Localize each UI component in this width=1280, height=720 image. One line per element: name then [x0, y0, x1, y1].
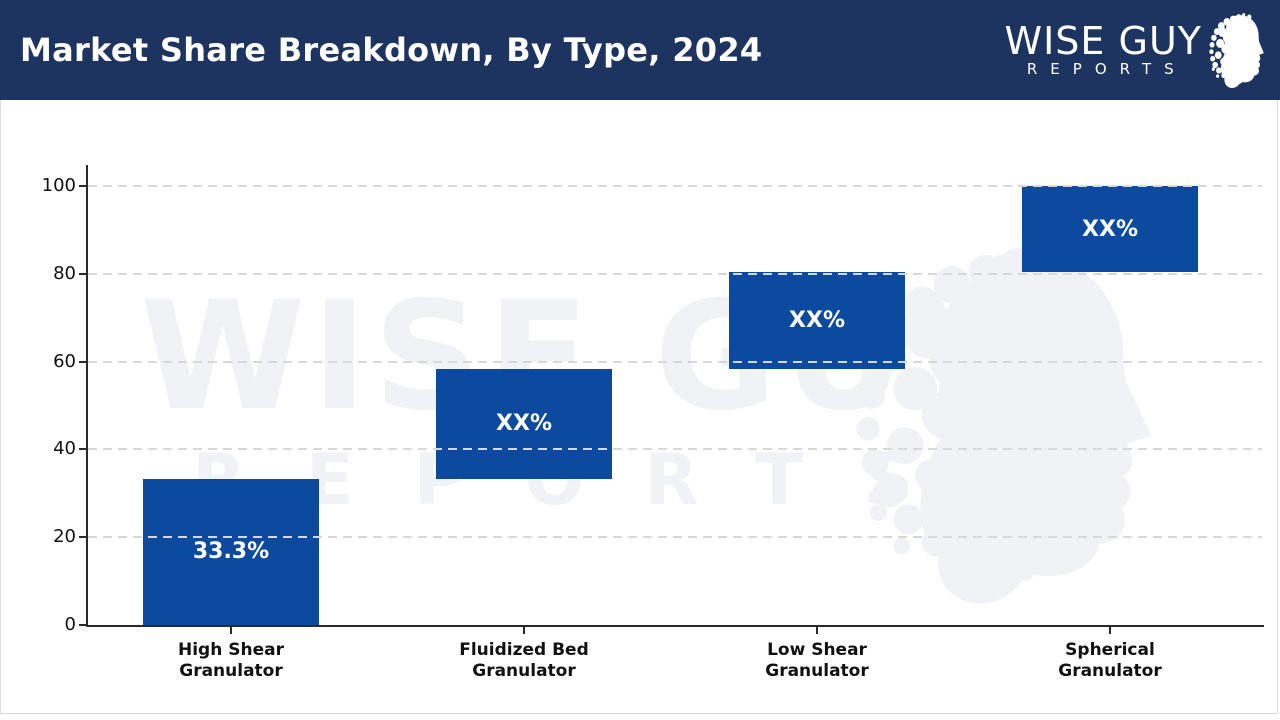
y-tick-mark [79, 185, 87, 187]
x-category-label: Low Shear Granulator [765, 640, 869, 681]
y-tick-mark [79, 360, 87, 363]
bar: XX% [436, 369, 612, 479]
y-tick-label: 40 [53, 438, 76, 460]
x-category-label: High Shear Granulator [178, 640, 284, 681]
header-bar: Market Share Breakdown, By Type, 2024 WI… [0, 0, 1280, 100]
bar-value-label: XX% [1082, 216, 1138, 242]
chart-area: WISE GUY REPORTS 0 20 40 60 80 100 33.3% XX% XX… [0, 100, 1280, 714]
x-tick-mark [523, 627, 525, 634]
y-axis-line [86, 165, 88, 627]
x-tick-mark [1109, 627, 1111, 634]
brand-logo-text: WISE GUY REPORTS [1004, 18, 1202, 79]
y-tick-mark [79, 624, 87, 626]
y-tick-label: 100 [41, 175, 76, 196]
gridline [88, 272, 1262, 275]
y-tick-mark [79, 536, 87, 539]
brand-tagline: REPORTS [1026, 60, 1187, 79]
gridline [88, 185, 1262, 187]
y-tick-label: 80 [53, 262, 76, 284]
brand-name: WISE GUY [1004, 18, 1202, 63]
y-tick-mark [79, 448, 87, 451]
bar: XX% [1022, 186, 1198, 273]
x-category-label: Spherical Granulator [1058, 640, 1162, 681]
gridline [88, 448, 1262, 451]
wiseguy-head-icon [1209, 13, 1264, 89]
bar-value-label: XX% [496, 411, 552, 437]
brand-logo: WISE GUY REPORTS [1005, 10, 1266, 90]
gridline [88, 360, 1262, 363]
bar: 33.3% [143, 478, 319, 625]
bar-value-label: 33.3% [192, 539, 270, 565]
bar-value-label: XX% [789, 308, 845, 334]
gridline [88, 536, 1262, 539]
y-tick-label: 0 [64, 614, 76, 635]
y-tick-mark [79, 272, 87, 275]
x-tick-mark [230, 627, 232, 634]
x-axis-line [86, 625, 1264, 627]
x-category-label: Fluidized Bed Granulator [459, 640, 589, 681]
y-tick-label: 60 [53, 350, 76, 372]
bar: XX% [729, 272, 905, 370]
x-tick-mark [816, 627, 818, 634]
y-tick-label: 20 [53, 526, 76, 548]
page-title: Market Share Breakdown, By Type, 2024 [20, 31, 763, 69]
